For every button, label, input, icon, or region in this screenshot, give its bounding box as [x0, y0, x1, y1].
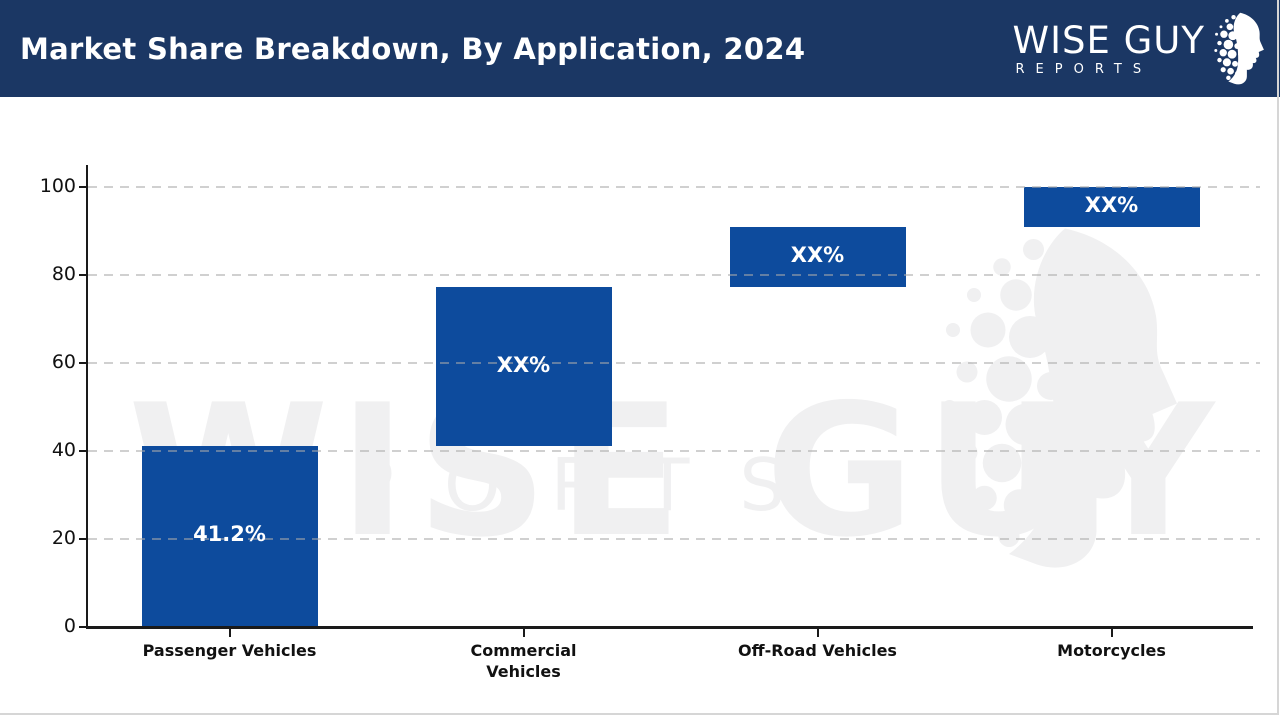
x-tick-off-road-vehicles — [816, 629, 819, 637]
page-title: Market Share Breakdown, By Application, … — [20, 31, 806, 66]
gridline-20 — [88, 538, 1260, 540]
header-banner: Market Share Breakdown, By Application, … — [0, 0, 1280, 97]
category-label-line: Vehicles — [486, 662, 561, 681]
y-tick-40 — [79, 450, 87, 452]
logo-head-icon — [1214, 12, 1264, 84]
bar-passenger-vehicles — [141, 445, 318, 627]
y-tick-80 — [79, 274, 87, 276]
logo-wordmark: WISE GUY — [1012, 18, 1205, 62]
bar-commercial-vehicles — [435, 287, 612, 446]
bar-value-label-commercial-vehicles: XX% — [496, 352, 551, 377]
y-tick-label-40: 40 — [51, 439, 76, 461]
category-label-line: Motorcycles — [1057, 641, 1166, 660]
wise-guy-reports-logo: WISE GUY REPORTS — [1013, 12, 1264, 86]
gridline-40 — [88, 450, 1260, 452]
x-tick-passenger-vehicles — [228, 629, 231, 637]
y-tick-20 — [79, 538, 87, 540]
watermark-head-icon — [942, 228, 1177, 568]
logo-subtitle: REPORTS — [1015, 61, 1153, 77]
bar-value-label-motorcycles: XX% — [1084, 193, 1139, 218]
y-tick-0 — [79, 626, 87, 628]
x-axis-line — [86, 626, 1253, 629]
y-tick-label-20: 20 — [51, 527, 76, 549]
bar-value-label-off-road-vehicles: XX% — [790, 243, 845, 268]
y-tick-label-80: 80 — [51, 263, 76, 285]
x-tick-commercial-vehicles — [522, 629, 525, 637]
bar-motorcycles — [1023, 187, 1200, 228]
waterfall-chart: WISE GUY REPORTS 0 20 40 60 80 100 41.2% Passen… — [0, 97, 1280, 720]
x-tick-motorcycles — [1110, 629, 1113, 637]
y-axis-line — [86, 165, 88, 627]
logo-text: WISE GUY REPORTS — [1013, 22, 1205, 76]
y-tick-label-100: 100 — [39, 175, 76, 197]
y-tick-60 — [79, 362, 87, 364]
category-label-motorcycles: Motorcycles — [992, 640, 1232, 661]
category-label-passenger-vehicles: Passenger Vehicles — [110, 640, 350, 661]
y-tick-100 — [79, 186, 87, 188]
y-tick-label-0: 0 — [63, 615, 76, 637]
gridline-100 — [88, 186, 1260, 188]
y-tick-label-60: 60 — [51, 351, 76, 373]
category-label-off-road-vehicles: Off-Road Vehicles — [698, 640, 938, 661]
bar-value-label-passenger-vehicles: 41.2% — [193, 522, 266, 547]
category-label-commercial-vehicles: Commercial Vehicles — [404, 640, 644, 682]
gridline-60 — [88, 362, 1260, 364]
gridline-80 — [88, 274, 1260, 276]
category-label-line: Passenger Vehicles — [142, 641, 317, 660]
category-label-line: Off-Road Vehicles — [738, 641, 897, 660]
category-label-line: Commercial — [470, 641, 577, 660]
bar-off-road-vehicles — [729, 227, 906, 288]
